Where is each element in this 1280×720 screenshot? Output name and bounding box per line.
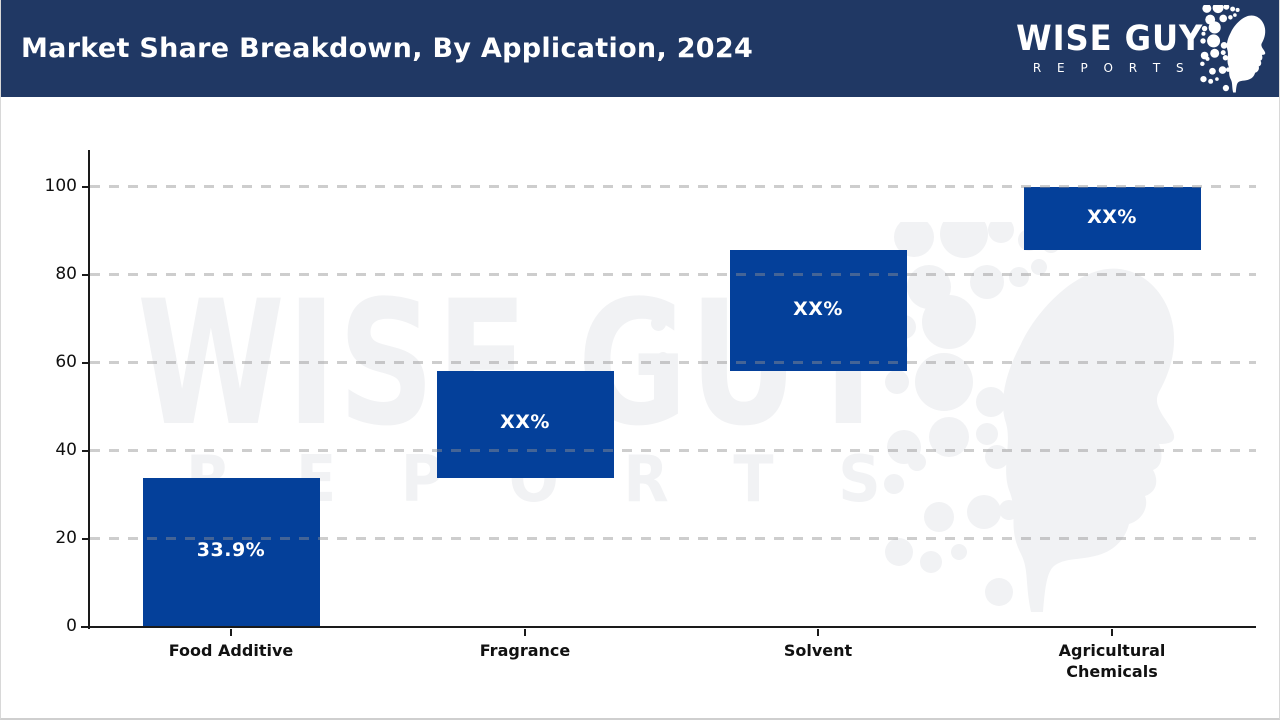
x-axis-line	[81, 626, 1256, 628]
bar-fragrance	[436, 370, 614, 478]
x-tick-mark	[817, 629, 819, 636]
y-tick-mark	[82, 449, 90, 452]
gridline-y-80	[90, 273, 1256, 277]
x-axis-label-agricultural-chemicals: Agricultural Chemicals	[1058, 641, 1166, 681]
y-tick-mark	[82, 185, 90, 188]
wiseguy-logo: WISE GUY R E P O R T S	[1008, 4, 1271, 93]
header-bar: Market Share Breakdown, By Application, …	[1, 0, 1279, 97]
y-axis-line	[88, 150, 90, 629]
bar-value-label: XX%	[793, 297, 843, 320]
y-tick-label: 20	[55, 527, 77, 548]
gridline-y-60	[90, 361, 1256, 365]
x-axis-label-solvent: Solvent	[783, 641, 853, 660]
x-tick-mark	[230, 629, 232, 636]
y-tick-label: 100	[44, 175, 77, 196]
logo-text: WISE GUY R E P O R T S	[1008, 19, 1211, 76]
dotted-head-icon	[1200, 4, 1266, 93]
y-tick-label: 60	[55, 351, 77, 372]
bar-value-label: XX%	[500, 411, 550, 434]
y-tick-mark	[82, 537, 90, 540]
x-axis-label-fragrance: Fragrance	[479, 641, 571, 660]
bar-value-label: XX%	[1087, 205, 1137, 228]
x-axis-label-food-additive: Food Additive	[168, 641, 294, 660]
y-tick-mark	[82, 273, 90, 276]
gridline-y-20	[90, 537, 1256, 541]
logo-subtitle: R E P O R T S	[1032, 61, 1190, 75]
logo-name: WISE GUY	[1015, 19, 1203, 59]
y-tick-label: 40	[55, 439, 77, 460]
y-tick-label: 80	[55, 263, 77, 284]
y-tick-mark	[82, 361, 90, 364]
bar-food-additive	[142, 477, 320, 627]
bar-value-label: 33.9%	[196, 539, 266, 562]
y-tick-label: 0	[66, 616, 77, 636]
chart-title: Market Share Breakdown, By Application, …	[21, 33, 754, 64]
x-tick-mark	[1111, 629, 1113, 636]
gridline-y-100	[90, 185, 1256, 189]
x-tick-mark	[524, 629, 526, 636]
bar-solvent	[729, 250, 907, 371]
gridline-y-40	[90, 449, 1256, 453]
